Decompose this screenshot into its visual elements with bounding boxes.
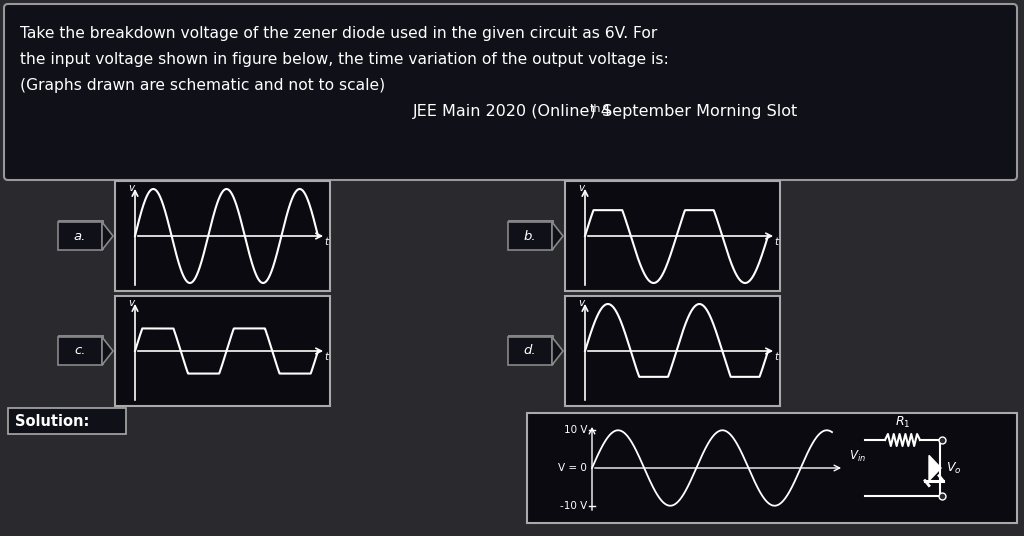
Bar (508, 222, 552, 250)
Text: Solution:: Solution: (15, 413, 89, 428)
Polygon shape (552, 222, 563, 250)
Bar (115, 181, 330, 291)
Text: $R_1$: $R_1$ (895, 415, 910, 430)
Text: a.: a. (74, 229, 86, 242)
Text: (Graphs drawn are schematic and not to scale): (Graphs drawn are schematic and not to s… (20, 78, 385, 93)
Bar (565, 181, 780, 291)
Text: v: v (578, 183, 584, 193)
Bar (58, 337, 102, 364)
Text: v: v (578, 298, 584, 308)
Bar (527, 413, 1017, 523)
Text: 10 V: 10 V (563, 425, 587, 435)
Bar (59, 221, 103, 249)
Bar (58, 221, 102, 249)
Bar (58, 222, 102, 250)
Bar (509, 221, 553, 249)
Text: Take the breakdown voltage of the zener diode used in the given circuit as 6V. F: Take the breakdown voltage of the zener … (20, 26, 657, 41)
Text: d.: d. (523, 345, 537, 358)
Text: t: t (324, 352, 328, 362)
Text: v: v (128, 183, 134, 193)
Bar (8, 408, 126, 434)
Text: V = 0: V = 0 (558, 463, 587, 473)
FancyBboxPatch shape (4, 4, 1017, 180)
Polygon shape (102, 337, 113, 365)
Bar (59, 336, 103, 364)
Text: -10 V: -10 V (560, 501, 587, 511)
Text: b.: b. (523, 229, 537, 242)
Polygon shape (102, 222, 113, 250)
Bar (565, 296, 780, 406)
Polygon shape (929, 456, 941, 481)
Polygon shape (552, 337, 563, 365)
Text: $V_{in}$: $V_{in}$ (849, 449, 866, 464)
Bar (509, 337, 553, 364)
Text: th: th (590, 104, 601, 114)
Text: t: t (324, 237, 328, 247)
Bar (509, 221, 553, 249)
Text: t: t (774, 352, 778, 362)
Text: the input voltage shown in figure below, the time variation of the output voltag: the input voltage shown in figure below,… (20, 52, 669, 67)
Text: September Morning Slot: September Morning Slot (597, 104, 798, 119)
Bar (508, 337, 552, 365)
Text: $V_o$: $V_o$ (946, 460, 962, 475)
Text: v: v (128, 298, 134, 308)
Text: c.: c. (75, 345, 86, 358)
Bar (58, 337, 102, 365)
Bar (115, 296, 330, 406)
Text: JEE Main 2020 (Online) 4: JEE Main 2020 (Online) 4 (413, 104, 611, 119)
Bar (509, 336, 553, 364)
Text: t: t (774, 237, 778, 247)
